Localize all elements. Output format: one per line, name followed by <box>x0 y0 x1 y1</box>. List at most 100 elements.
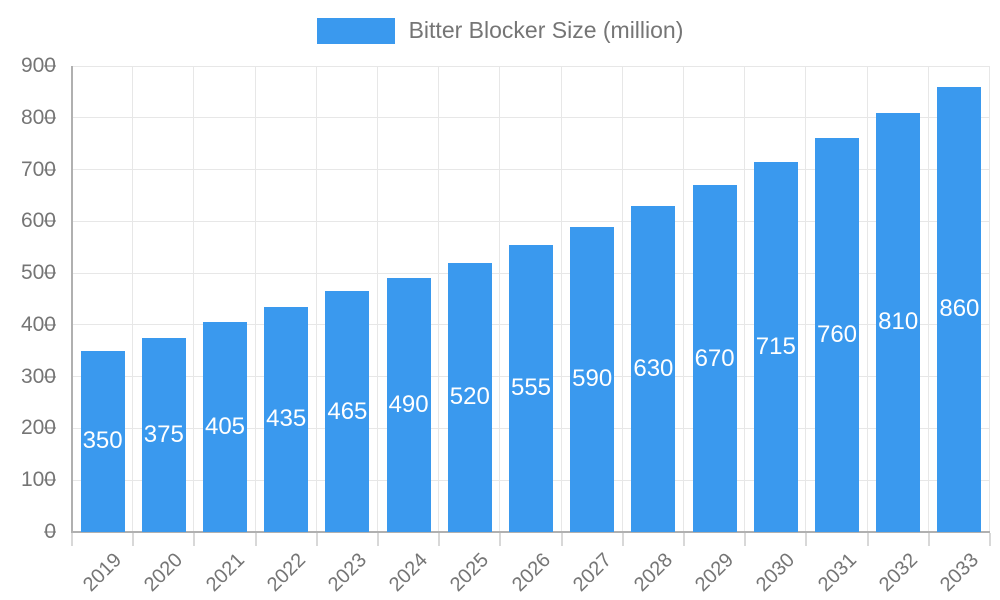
bar-2029[interactable]: 670 <box>692 185 737 532</box>
y-axis-tick <box>44 168 56 171</box>
x-axis-label: 2026 <box>507 549 555 597</box>
gridline-vertical <box>193 66 195 532</box>
bar-value-label: 630 <box>633 354 674 382</box>
gridline-vertical <box>989 66 990 532</box>
legend[interactable]: Bitter Blocker Size (million) <box>0 17 1000 44</box>
y-axis-line <box>71 66 73 533</box>
gridline-horizontal <box>72 169 990 171</box>
x-axis-label: 2032 <box>874 549 922 597</box>
bar-value-label: 760 <box>816 321 858 349</box>
x-axis-tick <box>132 533 135 546</box>
bar-2026[interactable]: 555 <box>509 244 553 532</box>
gridline-vertical <box>744 66 746 532</box>
legend-label: Bitter Blocker Size (million) <box>408 17 684 43</box>
y-axis-tick <box>44 65 56 67</box>
gridline-vertical <box>927 66 929 532</box>
x-axis-label: 2028 <box>629 549 677 597</box>
bar-2033[interactable]: 860 <box>937 86 982 532</box>
bar-2021[interactable]: 405 <box>203 322 247 532</box>
bar-2022[interactable]: 435 <box>264 306 309 532</box>
bar-value-label: 350 <box>82 427 123 455</box>
gridline-vertical <box>132 66 134 532</box>
bar-2024[interactable]: 490 <box>386 278 431 532</box>
y-axis-tick <box>44 272 56 275</box>
gridline-vertical <box>683 66 684 532</box>
gridline-vertical <box>499 66 501 532</box>
bar-value-label: 715 <box>755 332 796 360</box>
x-axis-label: 2020 <box>140 549 188 597</box>
gridline-horizontal <box>72 220 990 222</box>
bar-2027[interactable]: 590 <box>570 226 615 532</box>
x-axis-tick <box>560 533 563 546</box>
x-axis-label: 2031 <box>813 549 861 597</box>
x-axis-tick <box>254 533 257 546</box>
y-axis-tick <box>44 479 56 482</box>
bar-2023[interactable]: 465 <box>325 291 370 532</box>
x-axis-tick <box>621 533 624 546</box>
bar-2019[interactable]: 350 <box>80 350 125 532</box>
bar-value-label: 670 <box>694 344 735 372</box>
gridline-vertical <box>438 66 440 532</box>
y-axis-label: 0 <box>44 520 56 543</box>
gridline-vertical <box>621 66 623 532</box>
x-axis-tick <box>438 533 441 546</box>
x-axis-tick <box>805 533 808 546</box>
gridline-vertical <box>866 66 868 532</box>
x-axis-line <box>71 531 990 533</box>
x-axis-tick <box>866 533 869 546</box>
bar-value-label: 810 <box>878 308 919 336</box>
gridline-vertical <box>315 66 317 532</box>
legend-swatch-icon <box>316 17 395 44</box>
bar-2025[interactable]: 520 <box>447 262 492 532</box>
bar-2028[interactable]: 630 <box>631 205 676 532</box>
y-axis-label: 900 <box>20 54 56 77</box>
gridline-horizontal <box>72 65 990 67</box>
x-axis-label: 2021 <box>201 549 249 597</box>
gridline-vertical <box>377 66 378 532</box>
y-axis-label: 200 <box>20 416 56 440</box>
y-axis-label: 100 <box>20 468 56 492</box>
bar-value-label: 860 <box>939 295 980 323</box>
x-axis-tick <box>744 533 747 546</box>
bar-value-label: 375 <box>143 420 184 448</box>
bar-value-label: 520 <box>449 383 490 411</box>
gridline-horizontal <box>72 117 990 119</box>
bar-2030[interactable]: 715 <box>753 161 798 532</box>
x-axis-label: 2033 <box>935 549 983 597</box>
x-axis-tick <box>499 533 502 546</box>
x-axis-tick <box>377 533 379 546</box>
x-axis-label: 2027 <box>568 549 616 597</box>
x-axis-label: 2023 <box>323 549 371 597</box>
gridline-vertical <box>805 66 807 532</box>
bar-2032[interactable]: 810 <box>876 112 921 532</box>
bar-2031[interactable]: 760 <box>815 138 859 532</box>
bar-value-label: 405 <box>204 413 246 441</box>
y-axis-label: 500 <box>20 261 56 285</box>
x-axis-tick <box>193 533 196 546</box>
y-axis-tick <box>44 375 56 378</box>
y-axis-tick <box>44 220 56 223</box>
y-axis-label: 400 <box>20 312 56 336</box>
bar-value-label: 590 <box>572 365 613 393</box>
x-axis-tick <box>683 533 685 546</box>
gridline-vertical <box>254 66 256 532</box>
bar-value-label: 555 <box>510 374 552 402</box>
gridline-vertical <box>560 66 562 532</box>
x-axis-tick <box>927 533 930 546</box>
y-axis-tick <box>44 116 56 119</box>
x-axis-label: 2022 <box>262 549 310 597</box>
x-axis-label: 2024 <box>385 549 433 597</box>
y-axis-tick <box>44 427 56 430</box>
y-axis-label: 300 <box>20 364 56 388</box>
bar-value-label: 435 <box>266 405 307 433</box>
y-axis-label: 700 <box>20 157 56 181</box>
x-axis-tick <box>71 533 73 546</box>
y-axis-tick <box>44 323 56 326</box>
y-axis-label: 800 <box>20 105 56 129</box>
bar-value-label: 465 <box>327 397 368 425</box>
x-axis-label: 2030 <box>752 549 800 597</box>
x-axis-tick <box>315 533 318 546</box>
bar-2020[interactable]: 375 <box>141 337 186 532</box>
